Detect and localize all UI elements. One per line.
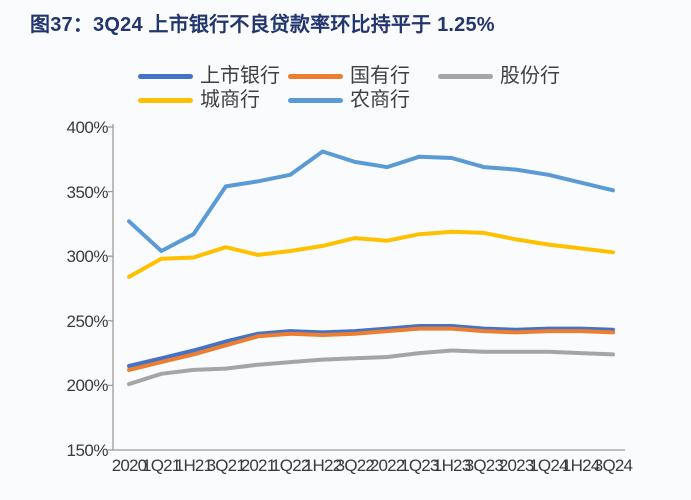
chart-title: 图37：3Q24 上市银行不良贷款率环比持平于 1.25% bbox=[30, 14, 495, 36]
x-tick-label: 1Q21 bbox=[142, 456, 181, 475]
x-tick-label: 1Q22 bbox=[271, 456, 310, 475]
x-tick-label: 1Q24 bbox=[529, 456, 568, 475]
legend-swatch-icon bbox=[288, 73, 343, 79]
legend-swatch-icon bbox=[438, 73, 493, 79]
y-tick-label: 150% bbox=[66, 441, 109, 460]
legend-item-0: 上市银行 bbox=[138, 64, 288, 88]
series-line-4 bbox=[127, 149, 615, 253]
legend-label: 农商行 bbox=[350, 89, 410, 111]
y-tick-label: 200% bbox=[66, 376, 109, 396]
legend-item-1: 国有行 bbox=[288, 64, 438, 88]
x-tick-label: 2022 bbox=[369, 456, 405, 475]
legend-label: 城商行 bbox=[200, 89, 260, 111]
legend-item-3: 城商行 bbox=[138, 88, 288, 112]
x-tick-label: 3Q21 bbox=[206, 456, 246, 475]
legend-swatch-icon bbox=[288, 97, 343, 103]
x-tick-label: 2021 bbox=[240, 456, 276, 475]
x-tick-label: 2023 bbox=[498, 456, 534, 475]
legend-label: 股份行 bbox=[500, 65, 560, 87]
legend-swatch-icon bbox=[138, 97, 193, 103]
series-line-1 bbox=[127, 326, 615, 372]
legend-swatch-icon bbox=[138, 73, 193, 79]
y-tick-label: 400% bbox=[66, 118, 109, 137]
x-tick-label: 3Q22 bbox=[335, 456, 375, 475]
x-tick-label: 1H22 bbox=[303, 456, 342, 475]
legend-item-4: 农商行 bbox=[288, 88, 438, 112]
series-line-3 bbox=[127, 229, 615, 279]
x-tick-label: 3Q23 bbox=[464, 456, 504, 475]
series-line-0 bbox=[127, 324, 615, 368]
legend-item-2: 股份行 bbox=[438, 64, 588, 88]
y-tick-label: 250% bbox=[66, 311, 109, 331]
y-tick-label: 300% bbox=[66, 247, 109, 267]
x-tick-label: 3Q24 bbox=[593, 456, 633, 475]
series-line-2 bbox=[127, 348, 615, 387]
x-tick-label: 1H23 bbox=[432, 456, 471, 475]
chart-legend: 上市银行 国有行 股份行城商行 农商行 bbox=[138, 64, 608, 112]
legend-label: 国有行 bbox=[350, 65, 410, 87]
legend-label: 上市银行 bbox=[200, 65, 280, 87]
x-tick-label: 1H24 bbox=[561, 456, 600, 475]
x-tick-label: 2020 bbox=[111, 456, 147, 475]
x-tick-label: 1H21 bbox=[174, 456, 213, 475]
x-tick-label: 1Q23 bbox=[400, 456, 439, 475]
y-tick-label: 350% bbox=[66, 182, 109, 202]
